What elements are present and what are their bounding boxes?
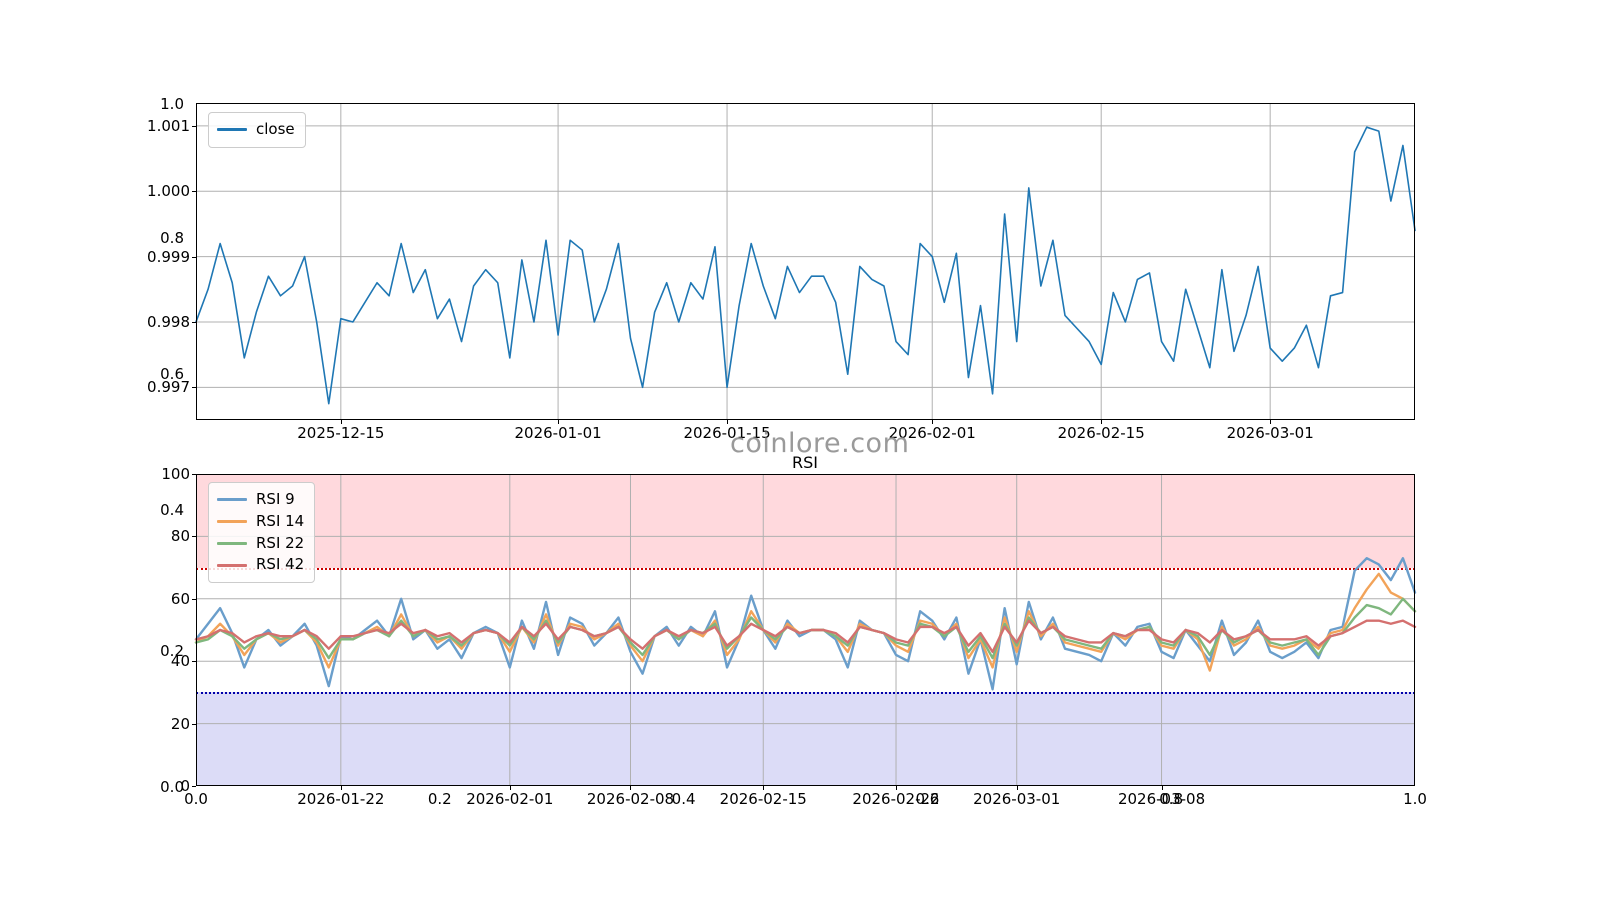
rsi-y-tickmark [192,598,196,600]
legend-label-rsi-9: RSI 9 [256,490,295,508]
rsi-overlay-x-tick-0.4: 0.4 [671,790,696,808]
rsi-overlay-x-tick-1.0: 1.0 [1403,790,1427,808]
rsi-overlay-x-tick-0.6: 0.6 [915,790,940,808]
price-y-tick-0.997: 0.997 [147,378,190,397]
rsi-overbought-band [196,474,1415,568]
legend-item-close[interactable]: close [217,119,295,141]
price-x-tick-2026-03-01: 2026-03-01 [1226,424,1314,442]
rsi-y-tickmark [192,661,196,663]
rsi-x-tick-2026-02-22: 2026-02-22 [852,790,940,808]
price-x-tick-2025-12-15: 2025-12-15 [297,424,385,442]
rsi-panel-title: RSI [792,453,818,472]
legend-item-rsi-22[interactable]: RSI 22 [217,533,304,555]
legend-swatch-rsi-42 [217,563,247,567]
price-x-tickmark [932,420,934,424]
legend-label-close: close [256,120,295,138]
price-y-tickmark [192,256,196,258]
rsi-x-tick-2026-03-08: 2026-03-08 [1117,790,1206,808]
rsi-y-tickmark [192,474,196,475]
rsi-x-tickmark [509,786,511,790]
rsi-x-tick-2026-02-15: 2026-02-15 [719,790,807,808]
rsi-gridlines [196,474,1415,786]
rsi-y-tick-100: 100 [161,465,190,483]
price-y-tickmark [192,321,196,323]
legend-swatch-rsi-14 [217,520,247,524]
price-y-tick-0.999: 0.999 [147,247,190,266]
rsi-series-lines [196,474,1415,786]
price-y-tick-1.000: 1.000 [147,182,190,201]
price-x-tick-2026-01-15: 2026-01-15 [683,424,771,442]
rsi-x-tickmark [340,786,342,790]
price-x-tick-2026-01-01: 2026-01-01 [514,424,602,442]
rsi-y-tick-80: 80 [170,527,190,546]
rsi-y-tickmark [192,723,196,725]
price-overlay-y-tick-0.6: 0.6 [160,365,184,383]
rsi-overbought-line [196,567,1415,570]
legend-item-rsi-9[interactable]: RSI 9 [217,489,304,511]
rsi-x-tickmark [1161,786,1163,790]
rsi-oversold-band [196,692,1415,786]
price-x-tick-2026-02-15: 2026-02-15 [1057,424,1145,442]
rsi-overlay-x-tick-0.0: 0.0 [184,790,208,808]
price-x-tickmark [340,420,342,424]
legend-swatch-rsi-9 [217,498,247,502]
legend-label-rsi-14: RSI 14 [256,511,305,530]
price-chart-panel [196,103,1415,420]
coinlore-watermark: coinlore.com [730,428,910,459]
rsi-x-tickmark [763,786,765,790]
rsi-x-tickmark [1016,786,1018,790]
legend-swatch-rsi-22 [217,541,247,545]
price-y-tick-0.998: 0.998 [147,312,190,331]
price-y-tickmark [192,125,196,127]
rsi-y-tick-60: 60 [170,589,190,608]
rsi-oversold-line [196,692,1415,695]
rsi-overlay-x-tick-0.8: 0.8 [1159,790,1184,808]
rsi-x-tick-2026-02-08: 2026-02-08 [586,790,675,808]
rsi-x-tickmark [630,786,632,790]
price-x-tickmark [1101,420,1103,424]
rsi-y-tickmark [192,786,196,787]
rsi-y-tick-0: 0 [180,777,190,795]
price-overlay-y-tick-1.0: 1.0 [160,95,184,113]
legend-label-rsi-22: RSI 22 [256,533,305,552]
price-y-tick-1.001: 1.001 [147,116,190,135]
price-y-tickmark [192,191,196,193]
rsi-x-tick-2026-02-01: 2026-02-01 [466,790,554,808]
rsi-overlay-x-tick-0.2: 0.2 [427,790,452,808]
rsi-overlay-y-tick-0.2: 0.2 [160,642,184,660]
rsi-x-tick-2026-01-22: 2026-01-22 [297,790,385,808]
rsi-legend[interactable]: RSI 9 RSI 14 RSI 22 RSI 42 [208,482,316,583]
legend-swatch-close [217,128,247,132]
price-legend[interactable]: close [208,112,306,148]
legend-item-rsi-14[interactable]: RSI 14 [217,511,304,533]
legend-label-rsi-42: RSI 42 [256,555,305,574]
price-overlay-y-tick-0.8: 0.8 [160,229,184,247]
rsi-chart-panel [196,474,1415,786]
rsi-y-tick-20: 20 [170,714,190,733]
legend-item-rsi-42[interactable]: RSI 42 [217,554,304,576]
price-y-tickmark [192,387,196,389]
rsi-x-tick-2026-03-01: 2026-03-01 [973,790,1061,808]
price-gridlines [196,103,1415,420]
price-x-tickmark [727,420,729,424]
price-x-tick-2026-02-01: 2026-02-01 [888,424,976,442]
price-x-tickmark [558,420,560,424]
price-close-line [196,103,1415,420]
rsi-y-tick-40: 40 [170,652,190,671]
rsi-overlay-y-tick-0.4: 0.4 [160,501,184,519]
rsi-x-tickmark [896,786,898,790]
rsi-overlay-y-tick-0.0: 0.0 [160,778,184,796]
rsi-y-tickmark [192,536,196,538]
price-x-tickmark [1270,420,1272,424]
